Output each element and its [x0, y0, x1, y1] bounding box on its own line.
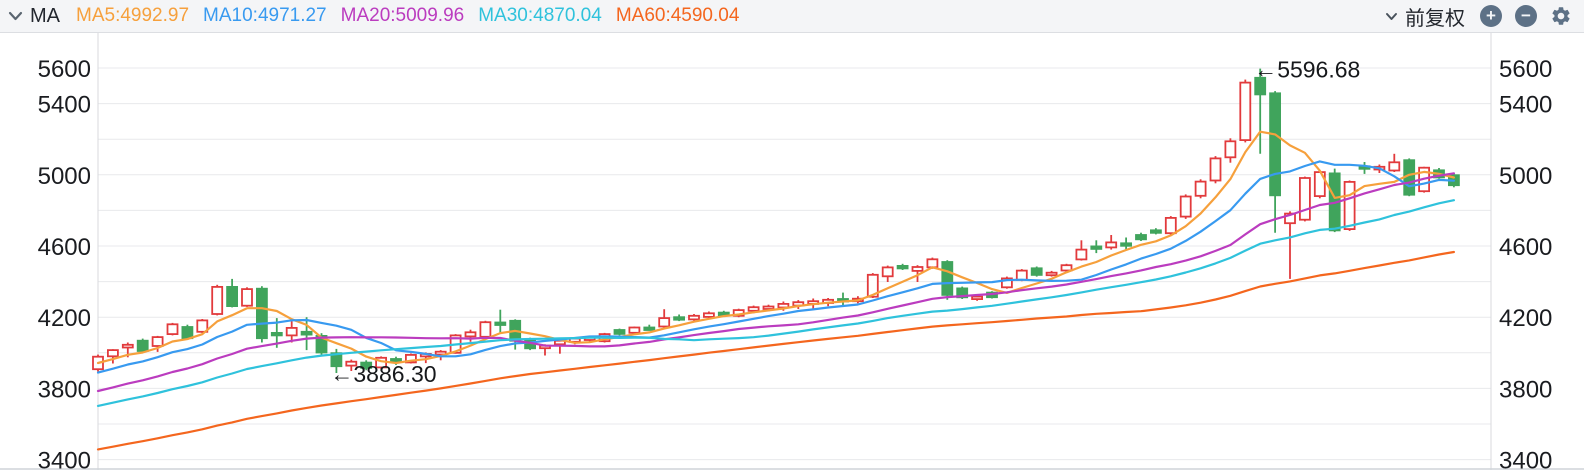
candle-down: [255, 286, 268, 343]
y-axis-tick-right: 5600: [1499, 56, 1552, 83]
y-axis-tick-left: 3400: [38, 448, 91, 470]
y-axis-tick-right: 5400: [1499, 92, 1552, 119]
candle-down: [1254, 68, 1267, 154]
ma20-readout: MA20:5009.96: [340, 5, 465, 26]
candle-down: [300, 317, 313, 351]
candle-down: [1269, 91, 1281, 233]
candle-up: [1299, 176, 1311, 222]
candle-down: [226, 278, 239, 308]
y-axis-tick-left: 3800: [38, 376, 91, 403]
indicator-label[interactable]: MA: [30, 4, 60, 27]
grid-layer: [0, 33, 1584, 470]
candle-up: [404, 353, 417, 364]
candle-down: [643, 324, 656, 331]
candle-down: [613, 328, 626, 336]
candle-up: [1313, 170, 1326, 199]
chart-toolbar: MA MA5:4992.97 MA10:4971.27 MA20:5009.96…: [0, 0, 1584, 33]
zoom-in-button[interactable]: +: [1480, 5, 1502, 27]
candle-up: [1164, 216, 1177, 236]
candle-up: [911, 265, 924, 282]
candle-up: [703, 311, 715, 319]
y-axis-tick-left: 4600: [38, 234, 91, 261]
candle-up: [1209, 156, 1222, 184]
y-axis-tick-right: 4200: [1499, 305, 1552, 332]
high-annotation: ←5596.68: [1254, 57, 1360, 83]
y-axis-tick-left: 4200: [38, 305, 91, 332]
candle-up: [285, 321, 298, 343]
candle-up: [107, 349, 119, 364]
candle-up: [241, 287, 253, 307]
candle-up: [1194, 179, 1207, 199]
y-axis-tick-right: 3400: [1499, 448, 1552, 470]
candle-up: [688, 314, 700, 321]
low-annotation: ←3886.30: [330, 361, 436, 387]
y-axis-tick-left: 5000: [38, 163, 91, 190]
candle-down: [1135, 232, 1147, 241]
kline-canvas: 5600 5600 5400 5400 5000 5000 4600 4600 4200 4200…: [0, 33, 1584, 470]
ma60-line: [96, 250, 1455, 451]
y-axis-tick-right: 4600: [1499, 234, 1552, 261]
candle-up: [1060, 263, 1073, 272]
candle-up: [196, 319, 209, 334]
candle-down: [494, 309, 507, 334]
candle-up: [1239, 79, 1252, 143]
kline-chart-area[interactable]: 5600 5600 5400 5400 5000 5000 4600 4600 4200 4200…: [0, 33, 1584, 470]
ma10-line: [96, 160, 1455, 374]
candle-up: [211, 284, 224, 316]
ma60-readout: MA60:4590.04: [615, 5, 740, 26]
candle-up: [464, 329, 477, 342]
candle-up: [1284, 211, 1296, 279]
candle-up: [1045, 270, 1058, 277]
ma10-readout: MA10:4971.27: [203, 5, 327, 26]
candle-up: [1075, 240, 1088, 261]
candle-up: [1105, 235, 1118, 250]
candle-down: [837, 292, 849, 306]
candle-down: [673, 314, 685, 322]
candle-up: [881, 265, 894, 282]
candle-up: [479, 320, 492, 338]
ma20-line: [96, 172, 1455, 393]
candle-down: [1090, 240, 1103, 254]
ma30-readout: MA30:4870.04: [478, 5, 602, 26]
candle-down: [896, 263, 909, 270]
candle-down: [1030, 266, 1043, 277]
y-axis-tick-right: 5000: [1499, 163, 1552, 190]
candle-down: [1120, 237, 1132, 250]
adjustment-mode-label[interactable]: 前复权: [1405, 7, 1465, 30]
zoom-out-button[interactable]: −: [1515, 5, 1537, 27]
candle-down: [1358, 162, 1371, 174]
y-axis-labels: 5600 5600 5400 5400 5000 5000 4600 4600 4200 4200…: [38, 56, 1553, 470]
candle-up: [166, 322, 179, 336]
candle-up: [345, 359, 358, 371]
candle-down: [360, 360, 373, 371]
candle-up: [628, 326, 641, 334]
ma5-readout: MA5:4992.97: [76, 5, 190, 26]
adjustment-chevron-down-icon[interactable]: [1385, 12, 1398, 21]
indicator-collapse-chevron-down-icon[interactable]: [8, 11, 23, 21]
candle-up: [1224, 138, 1237, 163]
candle-up: [1388, 153, 1401, 172]
candle-up: [658, 309, 671, 328]
candle-down: [136, 338, 149, 353]
y-axis-tick-right: 3800: [1499, 376, 1552, 403]
candle-up: [1001, 276, 1013, 289]
candles-layer: [92, 68, 1460, 373]
y-axis-tick-left: 5400: [38, 92, 91, 119]
settings-gear-icon[interactable]: [1550, 5, 1572, 27]
plus-icon: +: [1486, 6, 1496, 25]
candle-up: [1179, 194, 1192, 219]
ma30-line: [96, 199, 1455, 407]
candle-down: [1328, 168, 1341, 233]
candle-down: [1150, 228, 1162, 235]
y-axis-tick-left: 5600: [38, 56, 91, 83]
candle-up: [151, 335, 164, 352]
minus-icon: −: [1521, 6, 1531, 25]
candle-up: [1343, 180, 1356, 231]
candle-down: [941, 260, 954, 300]
